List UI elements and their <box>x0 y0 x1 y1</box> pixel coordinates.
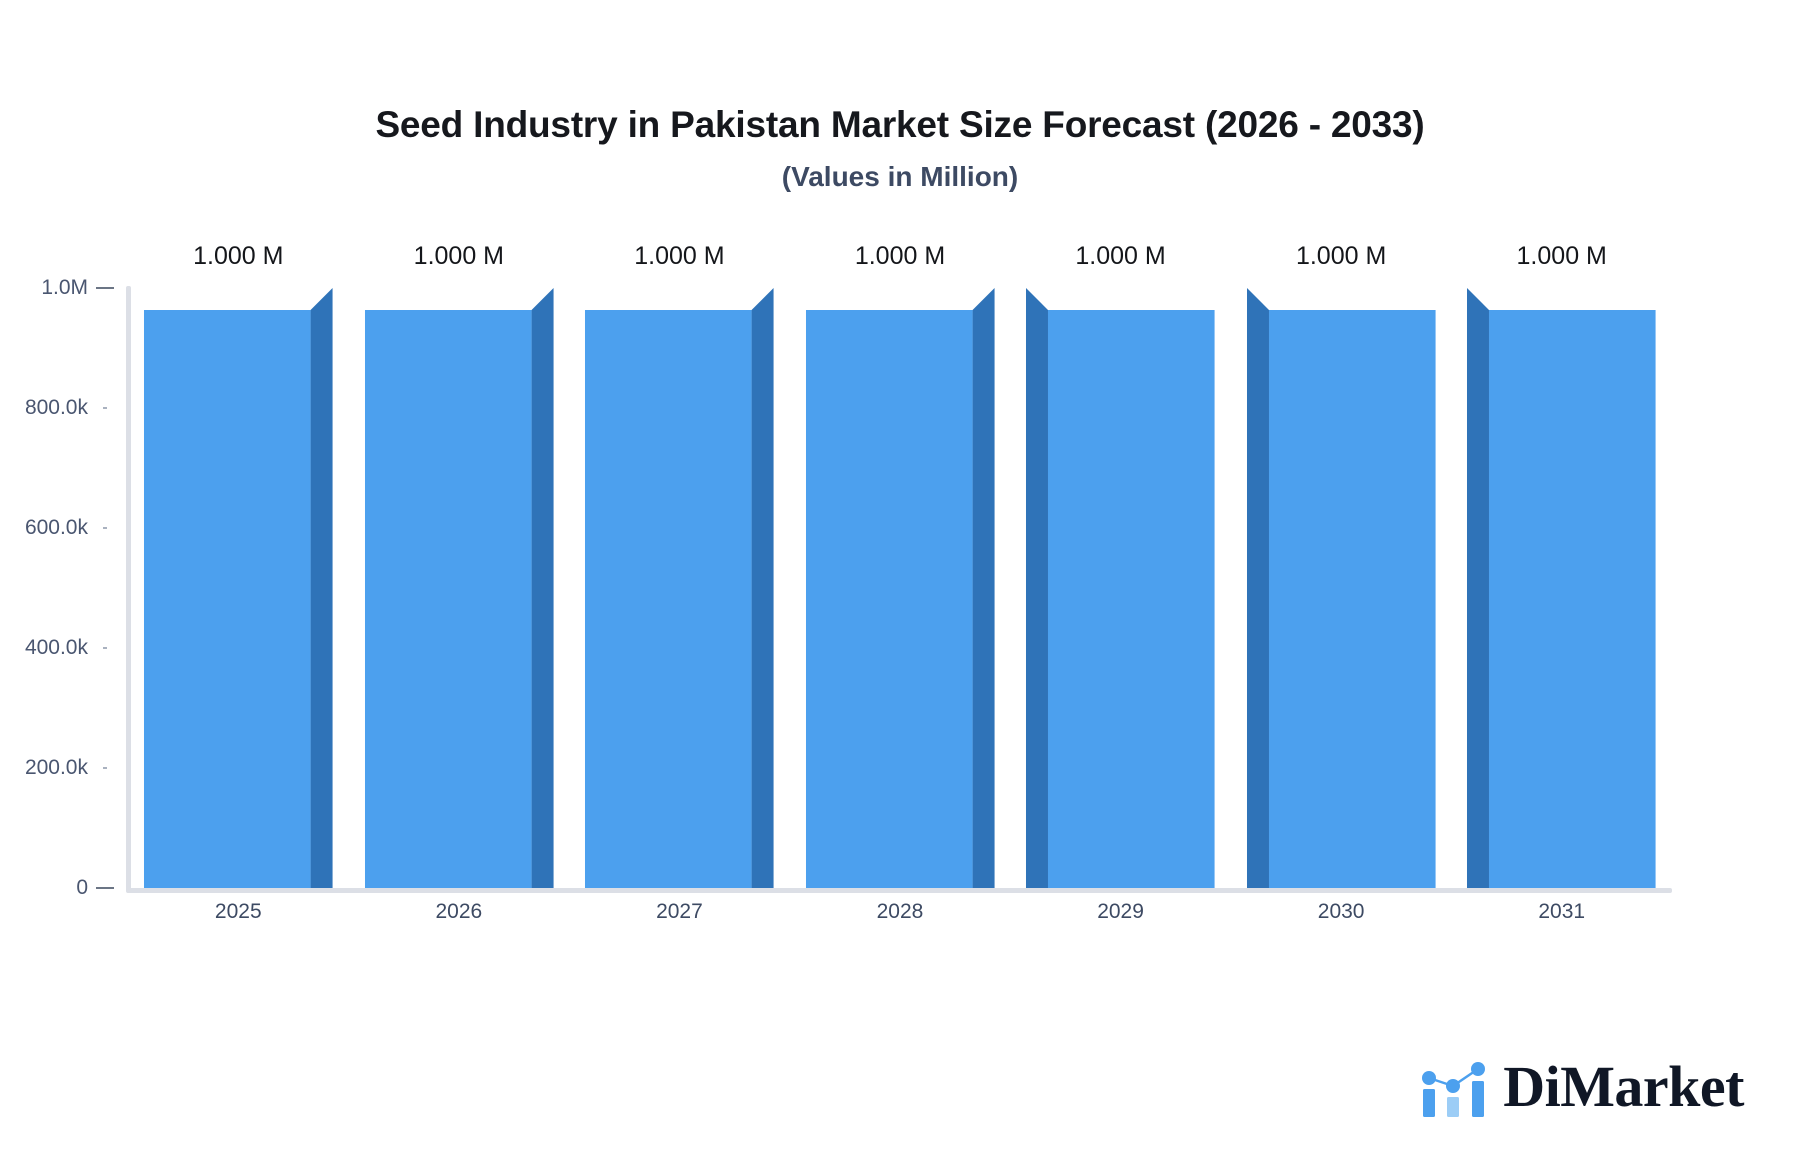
y-axis-tick-label: 400.0k <box>24 636 88 659</box>
bar-group[interactable]: 1.000 M <box>1231 242 1452 888</box>
y-axis-tick-label: 0 <box>76 876 88 899</box>
bar-3d[interactable] <box>349 288 570 888</box>
chart-header: Seed Industry in Pakistan Market Size Fo… <box>0 104 1800 193</box>
x-axis-tick-label: 2027 <box>656 900 703 923</box>
y-axis-tick-mark <box>103 647 107 649</box>
bar-value-label: 1.000 M <box>1516 242 1607 270</box>
y-axis-line <box>126 286 131 892</box>
x-axis-tick-label: 2026 <box>435 900 483 923</box>
bar-group[interactable]: 1.000 M <box>1010 242 1231 888</box>
bar-value-label: 1.000 M <box>854 242 946 270</box>
x-axis-tick-label: 2028 <box>876 900 924 923</box>
x-axis-tick-label: 2031 <box>1538 900 1586 923</box>
y-axis-tick-label: 200.0k <box>24 756 88 779</box>
bar-3d[interactable] <box>1231 288 1452 888</box>
bar-3d[interactable] <box>1010 288 1231 888</box>
bar-value-label: 1.000 M <box>1075 242 1166 270</box>
x-axis-line <box>126 888 1672 893</box>
y-axis-tick-label: 600.0k <box>24 516 88 539</box>
bar-value-label: 1.000 M <box>634 242 725 270</box>
y-axis-tick-label: 800.0k <box>24 396 88 419</box>
bar-group[interactable]: 1.000 M <box>569 242 790 888</box>
bar-group[interactable]: 1.000 M <box>1451 242 1672 888</box>
bar-3d[interactable] <box>569 288 790 888</box>
y-axis-tick-mark <box>103 767 107 769</box>
dimarket-logo: DiMarket <box>1421 1056 1744 1118</box>
logo-wordmark: DiMarket <box>1503 1054 1744 1119</box>
bar-3d[interactable] <box>1451 288 1672 888</box>
bar-series: 1.000 M 1.000 M 1.000 M 1.000 M 1.000 M 1.000… <box>128 242 1672 888</box>
bar-group[interactable]: 1.000 M <box>349 242 570 888</box>
y-axis-tick-mark <box>96 887 114 889</box>
bar-group[interactable]: 1.000 M <box>128 242 349 888</box>
x-axis-tick-label: 2030 <box>1317 900 1365 923</box>
y-axis-tick-label: 1.0M <box>41 276 88 299</box>
y-axis-tick-mark <box>96 287 114 289</box>
bar-value-label: 1.000 M <box>413 242 505 270</box>
bar-3d[interactable] <box>790 288 1011 888</box>
bar-group[interactable]: 1.000 M <box>790 242 1011 888</box>
bar-value-label: 1.000 M <box>193 242 284 270</box>
bar-3d[interactable] <box>128 288 349 888</box>
x-axis-tick-label: 2029 <box>1097 900 1144 923</box>
x-axis: 2025 2026 2027 2028 2029 2030 2031 <box>128 900 1672 950</box>
chart-title: Seed Industry in Pakistan Market Size Fo… <box>375 104 1425 145</box>
y-axis-tick-mark <box>103 527 107 529</box>
bar-chart-logo-icon <box>1422 1062 1486 1117</box>
x-axis-tick-label: 2025 <box>214 900 262 923</box>
chart-subtitle: (Values in Million) <box>781 160 1019 192</box>
y-axis: 1.0M 800.0k 600.0k 400.0k 200.0k 0 <box>0 276 128 899</box>
bar-value-label: 1.000 M <box>1295 242 1387 270</box>
y-axis-tick-mark <box>103 407 107 409</box>
